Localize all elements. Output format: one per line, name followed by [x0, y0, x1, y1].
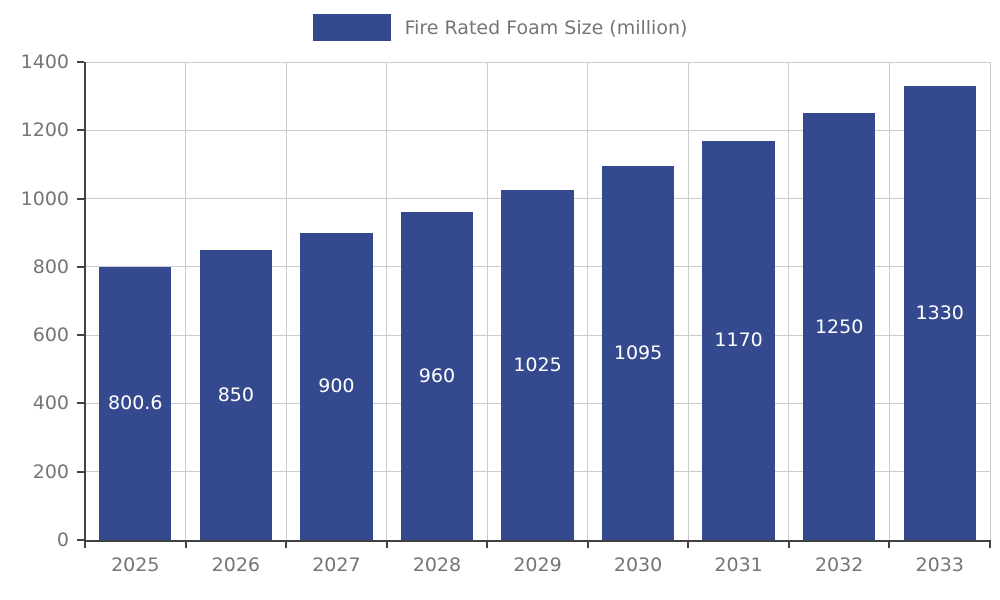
- x-tick-mark: [184, 541, 187, 548]
- legend-label: Fire Rated Foam Size (million): [404, 16, 688, 39]
- y-axis-line: [84, 62, 86, 541]
- x-tick-mark: [687, 541, 690, 548]
- x-axis-tick-label: 2029: [513, 554, 562, 576]
- x-axis-tick-label: 2027: [312, 554, 361, 576]
- y-axis-tick-label: 200: [32, 460, 69, 483]
- v-gridline: [989, 62, 991, 540]
- x-axis-tick-label: 2030: [613, 554, 663, 576]
- bar: 1330: [903, 85, 976, 540]
- x-tick-mark: [787, 541, 790, 548]
- legend-swatch: [312, 14, 391, 41]
- x-tick-mark: [888, 541, 891, 548]
- bar-value-label: 800.6: [108, 392, 163, 415]
- y-axis-tick-label: 0: [56, 529, 69, 551]
- bar-value-label: 1170: [714, 329, 763, 352]
- y-axis-tick-label: 1200: [20, 119, 69, 142]
- x-axis-line: [84, 540, 991, 542]
- y-axis-tick-label: 400: [32, 392, 69, 415]
- bar-value-label: 1250: [814, 315, 864, 338]
- bar-value-label: 1330: [915, 301, 964, 324]
- v-gridline: [386, 62, 388, 540]
- bar: 1025: [501, 190, 574, 540]
- x-axis-tick-label: 2028: [412, 554, 462, 576]
- bar: 1250: [802, 113, 876, 540]
- x-axis-tick-label: 2026: [211, 554, 260, 576]
- x-tick-mark: [285, 541, 288, 548]
- x-axis-tick-label: 2025: [111, 554, 160, 576]
- x-tick-mark: [84, 541, 86, 548]
- v-gridline: [788, 62, 790, 540]
- y-axis-tick-label: 1400: [20, 51, 69, 73]
- y-axis-tick-label: 600: [32, 324, 69, 347]
- y-axis-tick-label: 800: [32, 255, 69, 278]
- v-gridline: [185, 62, 187, 540]
- v-gridline: [285, 62, 287, 540]
- x-axis-tick-label: 2031: [714, 554, 763, 576]
- y-tick-mark: [77, 539, 84, 541]
- bar-value-label: 900: [318, 375, 355, 398]
- legend: Fire Rated Foam Size (million): [0, 14, 1000, 41]
- v-gridline: [687, 62, 689, 540]
- bar-value-label: 1095: [613, 342, 663, 365]
- bar: 1095: [601, 166, 675, 540]
- bar: 850: [199, 249, 273, 540]
- x-tick-mark: [989, 541, 991, 548]
- bar: 1170: [702, 140, 775, 540]
- bar: 900: [300, 232, 373, 540]
- v-gridline: [486, 62, 488, 540]
- bar: 800.6: [99, 266, 172, 540]
- h-gridline: [85, 61, 990, 63]
- h-gridline: [85, 129, 990, 131]
- y-tick-mark: [77, 129, 84, 132]
- v-gridline: [587, 62, 589, 540]
- y-tick-mark: [77, 470, 84, 473]
- y-axis-tick-label: 1000: [20, 187, 69, 210]
- x-tick-mark: [586, 541, 589, 548]
- x-tick-mark: [486, 541, 489, 548]
- y-tick-mark: [77, 197, 84, 200]
- y-tick-mark: [77, 265, 84, 268]
- bar: 960: [400, 212, 474, 540]
- x-axis-tick-label: 2033: [915, 554, 964, 576]
- y-tick-mark: [77, 61, 84, 63]
- x-tick-mark: [385, 541, 388, 548]
- bar-value-label: 960: [418, 365, 456, 388]
- y-tick-mark: [77, 334, 84, 337]
- bar-value-label: 850: [217, 383, 254, 406]
- bar-value-label: 1025: [513, 354, 562, 376]
- x-axis-tick-label: 2032: [814, 554, 864, 576]
- v-gridline: [888, 62, 890, 540]
- y-tick-mark: [77, 402, 84, 405]
